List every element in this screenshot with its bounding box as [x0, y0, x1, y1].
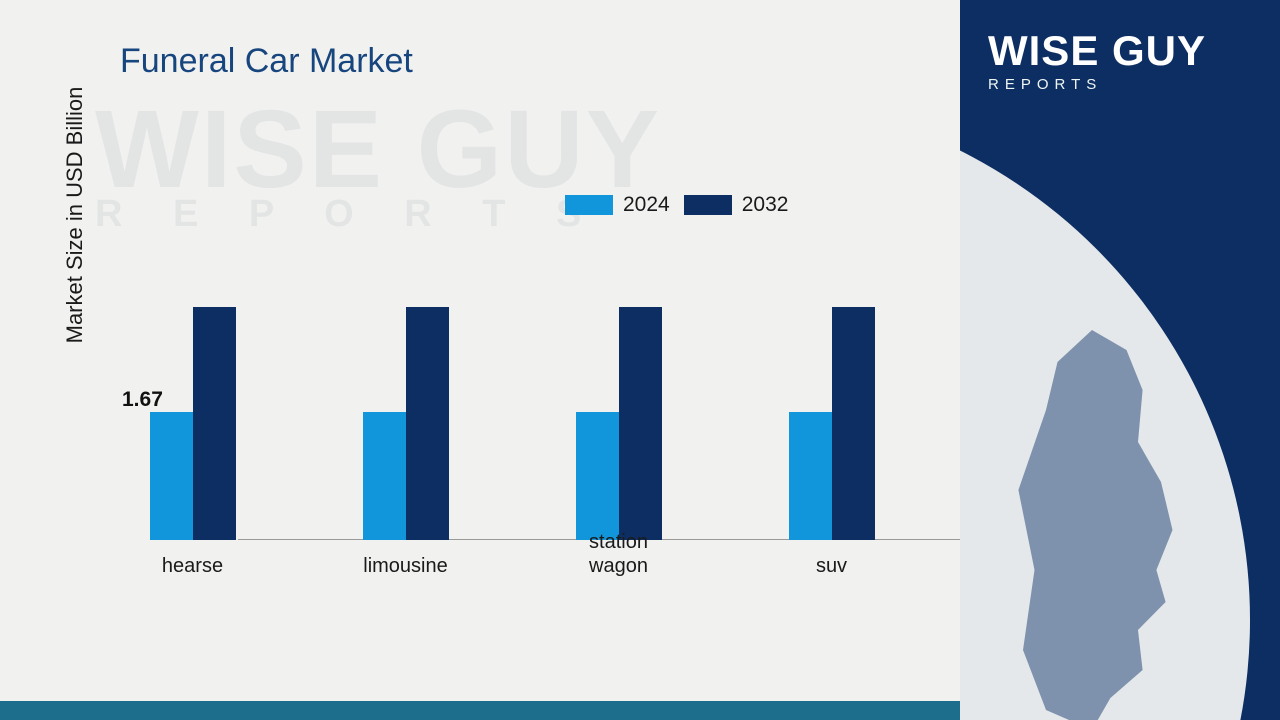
bar-suv-2032[interactable]: [832, 307, 875, 540]
value-label-hearse-2024: 1.67: [122, 388, 163, 412]
chart-page: Funeral Car Market WISE GUY R E P O R T …: [0, 0, 1280, 720]
xaxis-label-suv: suv: [759, 554, 904, 578]
page-title: Funeral Car Market: [120, 42, 413, 81]
bar-station-wagon-2032[interactable]: [619, 307, 662, 540]
xaxis-label-station-wagon: station wagon: [546, 530, 691, 578]
bar-suv-2024[interactable]: [789, 412, 832, 540]
bar-group-station-wagon: [546, 307, 691, 540]
bar-group-suv: [759, 307, 904, 540]
xaxis-label-limousine: limousine: [333, 554, 478, 578]
bar-hearse-2032[interactable]: [193, 307, 236, 540]
y-axis-label: Market Size in USD Billion: [62, 15, 88, 415]
brand-panel: WISE GUY REPORTS: [960, 0, 1280, 720]
bar-hearse-2024[interactable]: [150, 412, 193, 540]
bottom-accent-bar: [0, 701, 960, 720]
bar-group-hearse: 1.67: [120, 307, 265, 540]
bar-station-wagon-2024[interactable]: [576, 412, 619, 540]
bar-chart-plot: 1.67 hearse limousine station wagon suv: [120, 110, 920, 580]
brand-logo: WISE GUY REPORTS: [988, 30, 1206, 93]
bar-limousine-2024[interactable]: [363, 412, 406, 540]
xaxis-label-hearse: hearse: [120, 554, 265, 578]
bar-limousine-2032[interactable]: [406, 307, 449, 540]
bar-group-limousine: [333, 307, 478, 540]
